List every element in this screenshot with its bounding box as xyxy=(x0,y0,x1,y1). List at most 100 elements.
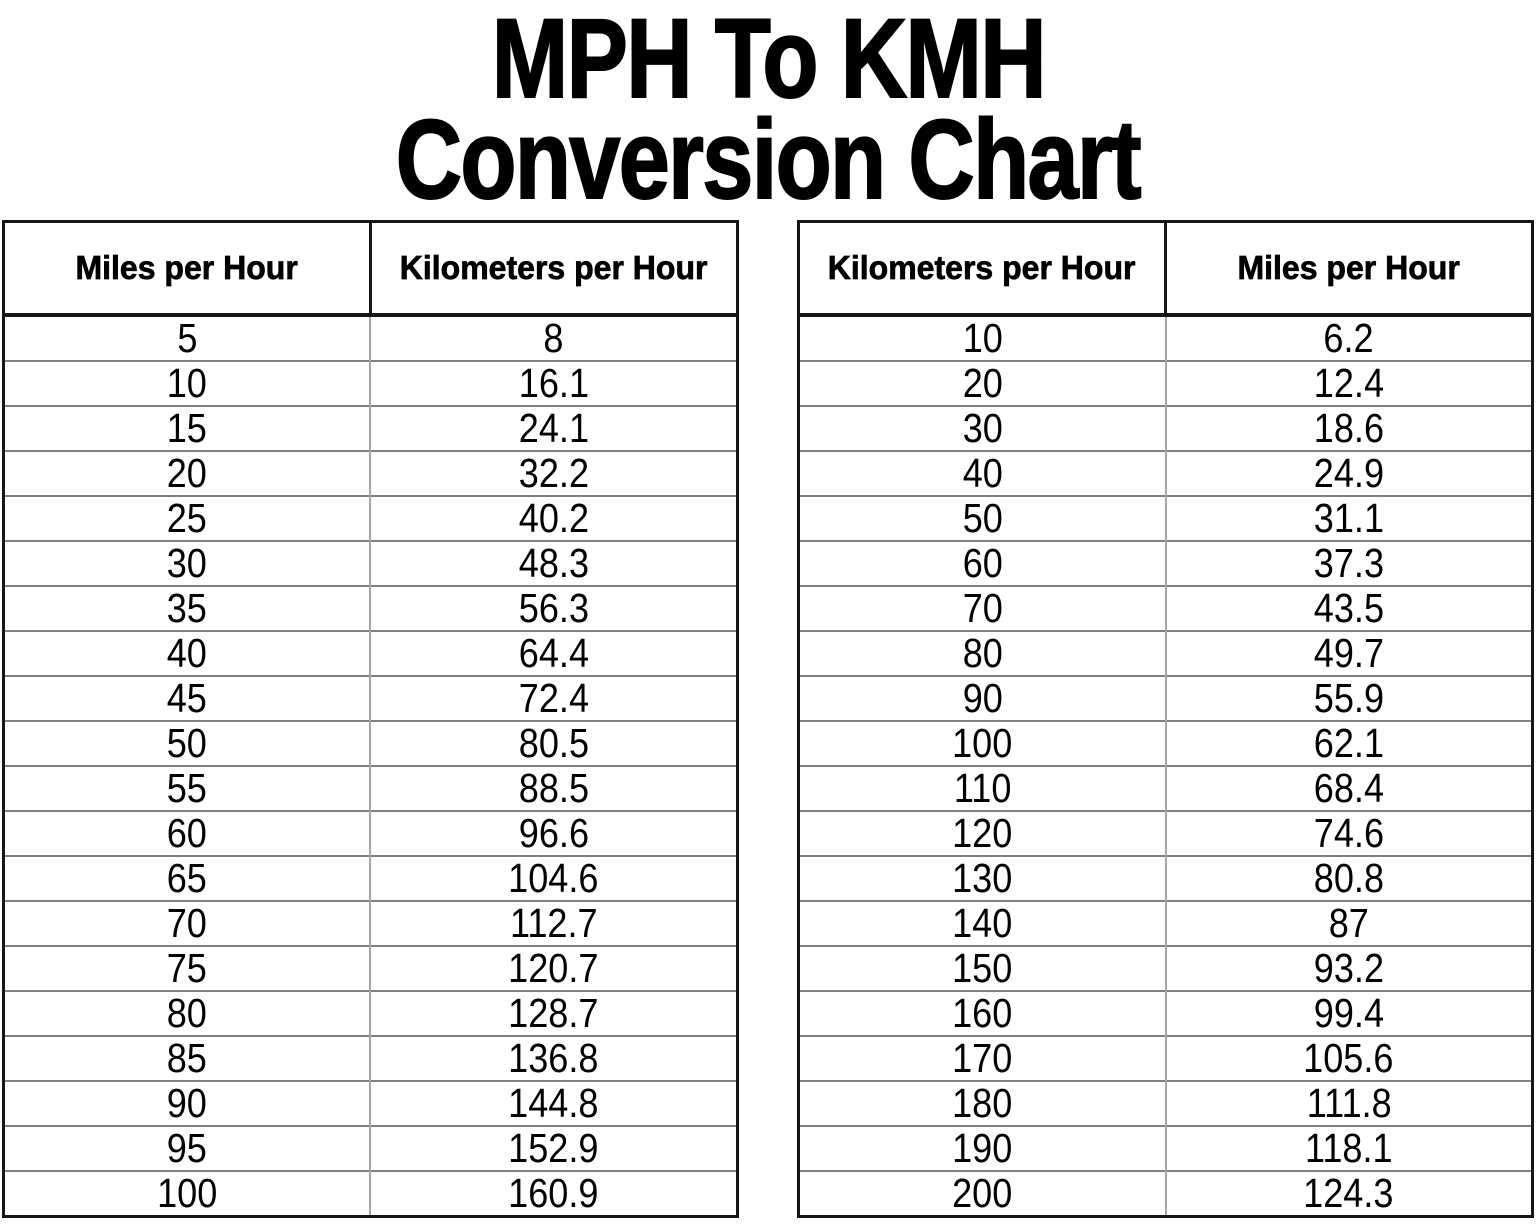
table-cell: 56.3 xyxy=(369,585,738,631)
tables-container: Miles per Hour Kilometers per Hour 5 8 10 16… xyxy=(0,220,1536,1218)
table-cell: 20 xyxy=(3,450,371,496)
table-cell: 160.9 xyxy=(369,1170,738,1217)
table-cell: 128.7 xyxy=(369,990,738,1036)
table-row: 100 160.9 xyxy=(3,1170,738,1217)
table-cell: 6.2 xyxy=(1164,314,1533,361)
table-cell: 18.6 xyxy=(1164,405,1533,451)
table-cell: 80 xyxy=(798,630,1166,676)
table-row: 60 37.3 xyxy=(798,540,1533,586)
table-cell: 136.8 xyxy=(369,1035,738,1081)
table-row: 180 111.8 xyxy=(798,1080,1533,1126)
table-row: 80 128.7 xyxy=(3,990,738,1036)
table-cell: 37.3 xyxy=(1164,540,1533,586)
table-cell: 110 xyxy=(798,765,1166,811)
table-cell: 140 xyxy=(798,900,1166,946)
table-row: 150 93.2 xyxy=(798,945,1533,991)
table-cell: 40 xyxy=(798,450,1166,496)
table-cell: 15 xyxy=(3,405,371,451)
table-cell: 80.8 xyxy=(1164,855,1533,901)
table-cell: 8 xyxy=(369,314,738,361)
table-cell: 70 xyxy=(798,585,1166,631)
table-row: 50 31.1 xyxy=(798,495,1533,541)
table-cell: 111.8 xyxy=(1164,1080,1533,1126)
table-cell: 95 xyxy=(3,1125,371,1171)
table-cell: 100 xyxy=(3,1170,371,1217)
header-row: Miles per Hour Kilometers per Hour xyxy=(2,220,739,317)
table-cell: 50 xyxy=(3,720,371,766)
table-cell: 62.1 xyxy=(1164,720,1533,766)
table-row: 35 56.3 xyxy=(3,585,738,631)
table-cell: 48.3 xyxy=(369,540,738,586)
table-cell: 118.1 xyxy=(1164,1125,1533,1171)
table-cell: 12.4 xyxy=(1164,360,1533,406)
table-cell: 90 xyxy=(798,675,1166,721)
table-cell: 10 xyxy=(798,314,1166,361)
table-row: 85 136.8 xyxy=(3,1035,738,1081)
table-row: 15 24.1 xyxy=(3,405,738,451)
table-cell: 87 xyxy=(1164,900,1533,946)
table-body: 10 6.2 20 12.4 30 18.6 40 24.9 50 31.1 60 37.3 70 43.… xyxy=(798,314,1533,1217)
table-row: 55 88.5 xyxy=(3,765,738,811)
table-row: 140 87 xyxy=(798,900,1533,946)
table-row: 50 80.5 xyxy=(3,720,738,766)
table-row: 40 24.9 xyxy=(798,450,1533,496)
table-cell: 120.7 xyxy=(369,945,738,991)
table-cell: 60 xyxy=(3,810,371,856)
page-title: MPH To KMH Conversion Chart xyxy=(0,0,1536,217)
table-cell: 190 xyxy=(798,1125,1166,1171)
table-cell: 49.7 xyxy=(1164,630,1533,676)
table-row: 30 48.3 xyxy=(3,540,738,586)
table-cell: 45 xyxy=(3,675,371,721)
column-header: Kilometers per Hour xyxy=(368,220,739,317)
table-cell: 85 xyxy=(3,1035,371,1081)
table-cell: 80.5 xyxy=(369,720,738,766)
table-cell: 43.5 xyxy=(1164,585,1533,631)
table-row: 130 80.8 xyxy=(798,855,1533,901)
table-cell: 25 xyxy=(3,495,371,541)
table-cell: 68.4 xyxy=(1164,765,1533,811)
header-row: Kilometers per Hour Miles per Hour xyxy=(797,220,1534,317)
table-cell: 60 xyxy=(798,540,1166,586)
table-row: 190 118.1 xyxy=(798,1125,1533,1171)
table-cell: 96.6 xyxy=(369,810,738,856)
table-body: 5 8 10 16.1 15 24.1 20 32.2 25 40.2 30 48.3 35 56.3 40… xyxy=(3,314,738,1217)
table-row: 70 43.5 xyxy=(798,585,1533,631)
table-row: 75 120.7 xyxy=(3,945,738,991)
table-cell: 144.8 xyxy=(369,1080,738,1126)
table-cell: 31.1 xyxy=(1164,495,1533,541)
table-row: 95 152.9 xyxy=(3,1125,738,1171)
table-row: 10 6.2 xyxy=(798,314,1533,361)
table-cell: 40 xyxy=(3,630,371,676)
table-row: 80 49.7 xyxy=(798,630,1533,676)
column-header: Kilometers per Hour xyxy=(797,220,1168,317)
column-header: Miles per Hour xyxy=(2,220,372,317)
table-row: 45 72.4 xyxy=(3,675,738,721)
table-cell: 5 xyxy=(3,314,371,361)
table-cell: 24.9 xyxy=(1164,450,1533,496)
table-cell: 30 xyxy=(3,540,371,586)
table-row: 120 74.6 xyxy=(798,810,1533,856)
table-cell: 40.2 xyxy=(369,495,738,541)
table-cell: 200 xyxy=(798,1170,1166,1217)
table-cell: 72.4 xyxy=(369,675,738,721)
table-cell: 100 xyxy=(798,720,1166,766)
table-cell: 32.2 xyxy=(369,450,738,496)
table-row: 40 64.4 xyxy=(3,630,738,676)
table-cell: 150 xyxy=(798,945,1166,991)
table-cell: 105.6 xyxy=(1164,1035,1533,1081)
table-cell: 10 xyxy=(3,360,371,406)
table-cell: 124.3 xyxy=(1164,1170,1533,1217)
table-row: 70 112.7 xyxy=(3,900,738,946)
table-cell: 170 xyxy=(798,1035,1166,1081)
table-cell: 88.5 xyxy=(369,765,738,811)
table-row: 90 55.9 xyxy=(798,675,1533,721)
table-row: 90 144.8 xyxy=(3,1080,738,1126)
kmh-to-mph-table: Kilometers per Hour Miles per Hour 10 6.2 2… xyxy=(797,220,1534,1218)
table-row: 65 104.6 xyxy=(3,855,738,901)
table-cell: 99.4 xyxy=(1164,990,1533,1036)
table-cell: 64.4 xyxy=(369,630,738,676)
table-cell: 35 xyxy=(3,585,371,631)
table-head: Kilometers per Hour Miles per Hour xyxy=(797,220,1534,317)
table-cell: 80 xyxy=(3,990,371,1036)
